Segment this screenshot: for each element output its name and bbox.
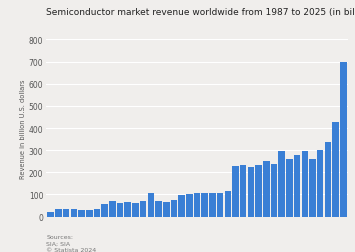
Bar	[94, 209, 100, 217]
Bar	[271, 165, 277, 217]
Bar	[140, 202, 146, 217]
Text: Semiconductor market revenue worldwide from 1987 to 2025 (in billion U.S. dollar: Semiconductor market revenue worldwide f…	[46, 8, 355, 17]
Bar	[201, 193, 208, 217]
Bar	[309, 159, 316, 217]
Bar	[171, 200, 177, 217]
Bar	[294, 155, 300, 217]
Bar	[117, 203, 123, 217]
Bar	[186, 194, 193, 217]
Bar	[71, 209, 77, 217]
Bar	[240, 165, 246, 217]
Bar	[163, 202, 169, 217]
Bar	[178, 195, 185, 217]
Bar	[55, 209, 62, 217]
Y-axis label: Revenue in billion U.S. dollars: Revenue in billion U.S. dollars	[20, 79, 26, 178]
Bar	[278, 152, 285, 217]
Bar	[63, 209, 70, 217]
Bar	[255, 166, 262, 217]
Bar	[263, 162, 269, 217]
Bar	[86, 210, 93, 217]
Bar	[155, 201, 162, 217]
Bar	[340, 63, 346, 217]
Bar	[209, 194, 216, 217]
Bar	[109, 202, 116, 217]
Text: Sources:
SIA; SIA
© Statista 2024: Sources: SIA; SIA © Statista 2024	[46, 234, 97, 252]
Bar	[102, 205, 108, 217]
Bar	[324, 143, 331, 217]
Bar	[132, 204, 139, 217]
Bar	[301, 152, 308, 217]
Bar	[317, 150, 323, 217]
Bar	[232, 166, 239, 217]
Bar	[286, 159, 293, 217]
Bar	[194, 193, 200, 217]
Bar	[225, 192, 231, 217]
Bar	[78, 210, 85, 217]
Bar	[332, 123, 339, 217]
Bar	[48, 212, 54, 217]
Bar	[148, 193, 154, 217]
Bar	[248, 167, 254, 217]
Bar	[217, 194, 223, 217]
Bar	[125, 202, 131, 217]
